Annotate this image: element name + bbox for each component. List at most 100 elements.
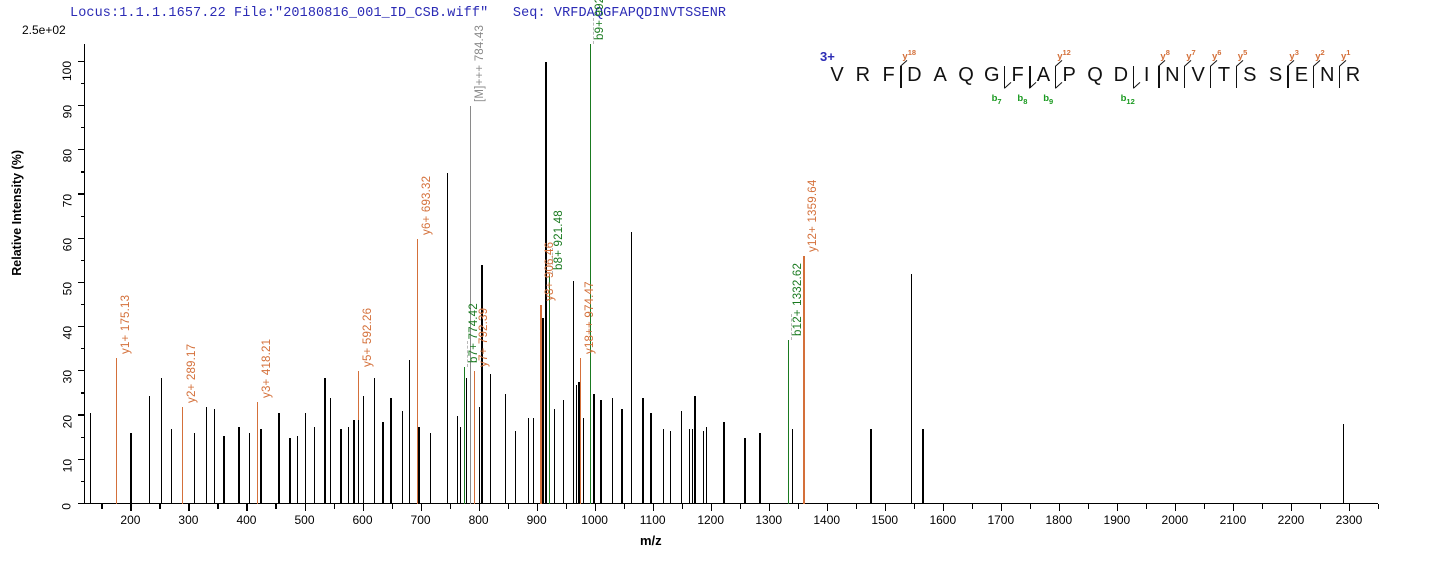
- spectrum-peak: [278, 413, 280, 504]
- x-tick-label: 1600: [929, 513, 957, 527]
- annotated-peak-stem: [803, 256, 805, 504]
- spectrum-peak: [382, 422, 384, 504]
- x-tick: [1174, 504, 1177, 511]
- x-tick: [420, 504, 422, 511]
- y-axis-line: [84, 44, 86, 504]
- y-tick-minor: [80, 259, 84, 261]
- spectrum-peak: [612, 397, 614, 504]
- x-tick-label: 1300: [755, 513, 783, 527]
- page-title: Locus:1.1.1.1657.22 File:"20180816_001_I…: [70, 6, 727, 21]
- spectrum-peak: [723, 422, 725, 504]
- y-tick: [78, 149, 84, 151]
- spectrum-plot: 0 10 20 30 40 50 60 70 80 90 100 200 300 400 500 600 70…: [60, 0, 1380, 527]
- y-tick: [78, 414, 84, 416]
- spectrum-peak: [340, 428, 342, 504]
- sequence-residue: S: [1268, 64, 1283, 86]
- y-axis-title: Relative Intensity (%): [10, 150, 24, 276]
- x-tick: [188, 504, 190, 511]
- x-tick-minor: [159, 504, 161, 509]
- sequence-residue: R: [1345, 64, 1361, 86]
- y-tick-minor: [80, 348, 84, 350]
- spectrum-peak: [670, 431, 672, 504]
- x-tick: [1232, 504, 1235, 511]
- x-tick-label: 900: [526, 513, 547, 527]
- y-tick: [78, 326, 84, 328]
- x-tick: [826, 504, 828, 511]
- annotated-peak-stem: [182, 406, 184, 504]
- spectrum-peak: [680, 411, 682, 504]
- x-tick-minor: [1378, 504, 1380, 509]
- y-tick-label: 40: [60, 326, 74, 340]
- y-tick-label: 0: [60, 503, 74, 510]
- spectrum-peak: [576, 384, 578, 504]
- spectrum-peak: [390, 397, 392, 504]
- peak-annotation-label: y2+ 289.17: [186, 343, 199, 403]
- x-axis-line: [84, 502, 1378, 504]
- spectrum-peak: [401, 411, 404, 504]
- sequence-residue: V: [830, 64, 844, 86]
- x-tick-minor: [1145, 504, 1147, 509]
- x-axis-title: m/z: [640, 533, 662, 548]
- peak-annotation-label: y7+ 792.39: [478, 308, 491, 368]
- annotated-peak-stem: [579, 358, 582, 504]
- peak-annotation-label: y3+ 418.21: [261, 339, 274, 399]
- x-tick: [652, 504, 654, 511]
- x-tick: [246, 504, 248, 511]
- sequence-residue: D: [907, 64, 922, 86]
- spectrum-peak: [504, 393, 506, 504]
- spectrum-peak: [362, 395, 364, 504]
- spectrum-peak: [446, 172, 448, 504]
- x-tick-label: 2300: [1335, 513, 1363, 527]
- x-tick-label: 700: [410, 513, 431, 527]
- spectrum-peak: [408, 360, 411, 504]
- peak-annotation-label: b12+ 1332.62: [791, 263, 804, 337]
- spectrum-peak: [514, 431, 516, 504]
- x-tick-minor: [681, 504, 683, 509]
- sequence-residue: A: [1036, 64, 1051, 86]
- sequence-residue: A: [933, 64, 947, 86]
- annotated-peak-stem: [474, 371, 476, 504]
- peak-annotation-label: b8+ 921.48: [553, 210, 566, 271]
- x-tick-label: 500: [294, 513, 315, 527]
- spectrum-peak: [490, 373, 492, 504]
- x-tick-label: 1400: [813, 513, 841, 527]
- x-tick-minor: [913, 504, 915, 509]
- b-ion-label: b9: [1043, 93, 1054, 106]
- spectrum-peak: [600, 400, 602, 504]
- x-tick-label: 300: [178, 513, 199, 527]
- annotated-peak-stem: [787, 340, 789, 504]
- spectrum-peak: [663, 428, 665, 504]
- annotation-leader: [552, 248, 554, 275]
- sequence-residue: Q: [958, 64, 974, 86]
- y-tick-minor: [80, 436, 84, 438]
- x-tick-label: 1900: [1103, 513, 1131, 527]
- x-tick-label: 2100: [1219, 513, 1247, 527]
- x-tick: [884, 504, 886, 511]
- spectrum-peak: [562, 400, 565, 504]
- y-tick-minor: [80, 171, 84, 173]
- x-tick: [594, 504, 596, 511]
- spectrum-peak: [296, 435, 299, 504]
- x-tick: [768, 504, 770, 511]
- peak-annotation-label: y12+ 1359.64: [807, 180, 820, 253]
- spectrum-peak: [223, 435, 225, 504]
- annotated-peak-stem: [549, 274, 551, 504]
- x-tick-minor: [739, 504, 741, 509]
- spectrum-peak: [330, 397, 332, 504]
- peak-annotation-label: y1+ 175.13: [119, 294, 132, 355]
- y-ion-label: y2: [1315, 48, 1325, 63]
- y-tick-label: 30: [60, 370, 74, 384]
- x-tick-minor: [275, 504, 277, 509]
- spectrum-peak: [418, 426, 420, 504]
- y-tick: [78, 281, 84, 283]
- spectrum-peak: [353, 420, 355, 504]
- spectrum-peak: [260, 428, 262, 504]
- x-tick-label: 1800: [1045, 513, 1073, 527]
- sequence-residue: N: [1165, 64, 1180, 86]
- x-tick-minor: [565, 504, 567, 509]
- x-tick-minor: [797, 504, 799, 509]
- y-tick-minor: [80, 215, 84, 217]
- y-ion-label: y18: [902, 48, 917, 63]
- y-ion-label: y7: [1186, 48, 1196, 63]
- y-tick-minor: [80, 392, 84, 394]
